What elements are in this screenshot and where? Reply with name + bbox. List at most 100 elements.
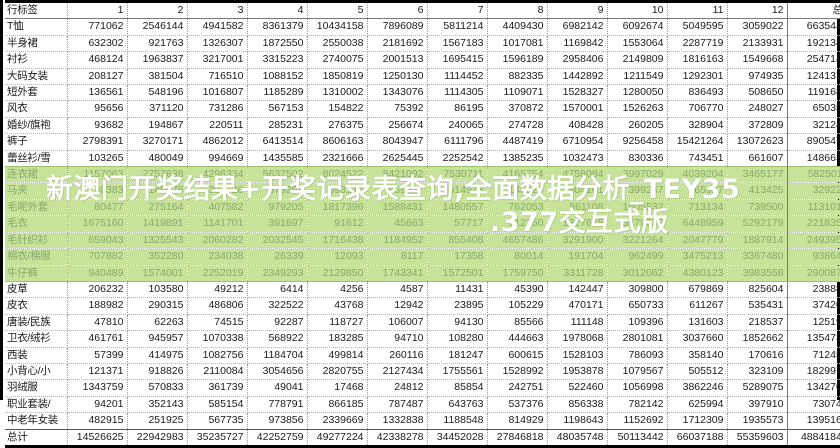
grand-total-label[interactable]: 总计 [5, 428, 68, 448]
data-cell[interactable]: 3311728 [547, 265, 608, 282]
data-cell[interactable]: 170616 [727, 347, 788, 364]
data-cell[interactable]: 1188548 [427, 412, 488, 430]
data-cell[interactable]: 1169842 [547, 35, 608, 53]
data-cell[interactable]: 1567183 [427, 35, 488, 53]
column-header-4[interactable]: 4 [247, 0, 308, 20]
data-cell[interactable]: 303726 [187, 182, 248, 200]
data-cell[interactable]: 994669 [187, 150, 248, 168]
data-cell[interactable]: 24812 [367, 379, 428, 397]
data-cell[interactable]: 567153 [247, 100, 308, 118]
data-cell[interactable]: 275164 [127, 199, 188, 217]
data-cell[interactable]: 600615 [487, 347, 548, 364]
data-cell[interactable]: 4758084 [547, 166, 608, 184]
data-cell[interactable]: 1852662 [727, 330, 788, 348]
column-header-12[interactable]: 12 [727, 0, 788, 20]
data-cell[interactable]: 1056998 [607, 379, 668, 397]
data-cell[interactable]: 218537 [727, 314, 788, 332]
table-row[interactable]: 衬衫 468124 1963837 3217001 3315223 2740075 2001… [5, 51, 840, 69]
data-cell[interactable]: 94130 [427, 314, 488, 332]
data-cell[interactable]: 962499 [607, 248, 668, 266]
data-cell[interactable]: 74515 [187, 314, 248, 332]
data-cell[interactable]: 1435585 [247, 150, 308, 168]
table-row[interactable]: T恤 771062 2546144 4941582 8361379 10434158 789… [5, 18, 840, 36]
row-label[interactable]: 衬衫 [5, 51, 68, 69]
data-cell[interactable]: 4487419 [487, 133, 548, 151]
data-cell[interactable]: 285231 [247, 117, 308, 135]
row-total-cell[interactable]: 2388822 [786, 281, 840, 299]
data-cell[interactable]: 632302 [67, 35, 128, 53]
data-cell[interactable]: 2625445 [367, 150, 428, 168]
data-cell[interactable]: 80477 [67, 199, 128, 217]
data-cell[interactable]: 3221264 [607, 232, 668, 250]
data-cell[interactable]: 2798391 [67, 133, 128, 151]
data-cell[interactable]: 1850819 [307, 68, 368, 86]
data-cell[interactable]: 220511 [187, 117, 248, 135]
row-total-cell[interactable]: 12413706 [786, 68, 840, 86]
row-label[interactable]: 裤子 [5, 133, 68, 151]
row-label[interactable]: 蕾丝衫/雪 [5, 150, 68, 168]
data-cell[interactable]: 1079567 [607, 363, 668, 381]
row-label[interactable]: 半身裙 [5, 35, 68, 53]
data-cell[interactable]: 1157063 [67, 166, 128, 184]
data-cell[interactable]: 43768 [307, 297, 368, 315]
data-cell[interactable]: 444663 [487, 330, 548, 348]
data-cell[interactable]: 1528327 [547, 84, 608, 102]
data-cell[interactable]: 407582 [187, 199, 248, 217]
grand-total-cell[interactable]: 55359603 [727, 428, 788, 448]
data-cell[interactable]: 1292301 [667, 68, 728, 86]
column-header-10[interactable]: 10 [607, 0, 668, 20]
data-cell[interactable]: 17358 [427, 248, 488, 266]
data-cell[interactable]: 1419891 [127, 215, 188, 233]
table-row[interactable]: 小背心/小 121371 918826 2110084 3054656 2820755 21… [5, 363, 840, 381]
data-cell[interactable]: 191704 [547, 248, 608, 266]
data-cell[interactable]: 679869 [667, 281, 728, 299]
data-cell[interactable]: 260116 [367, 347, 428, 364]
data-cell[interactable]: 4039204 [667, 166, 728, 184]
table-row[interactable]: 蕾丝衫/雪 103265 480049 994669 1435585 2321666 262… [5, 150, 840, 168]
data-cell[interactable]: 1574001 [127, 265, 188, 282]
data-cell[interactable]: 1109071 [487, 84, 548, 102]
data-cell[interactable]: 2757638 [127, 166, 188, 184]
data-cell[interactable]: 6448959 [667, 215, 728, 233]
grand-total-cell[interactable]: 22942983 [127, 428, 188, 448]
data-cell[interactable]: 461761 [67, 330, 128, 348]
data-cell[interactable]: 5637502 [247, 166, 308, 184]
data-cell[interactable]: 585154 [187, 396, 248, 414]
data-cell[interactable]: 2252019 [187, 265, 248, 282]
data-cell[interactable]: 109396 [607, 314, 668, 332]
data-cell[interactable]: 108280 [427, 330, 488, 348]
row-label[interactable]: 职业套装/ [5, 396, 68, 414]
data-cell[interactable]: 4587 [367, 281, 428, 299]
data-cell[interactable]: 413425 [727, 182, 788, 200]
data-cell[interactable]: 62263 [127, 314, 188, 332]
data-cell[interactable]: 11431 [427, 281, 488, 299]
data-cell[interactable]: 312250 [487, 215, 548, 233]
table-row[interactable]: 半身裙 632302 921763 1326307 1872550 2550038 2181… [5, 35, 840, 53]
data-cell[interactable]: 568922 [247, 330, 308, 348]
data-cell[interactable]: 2133931 [727, 35, 788, 53]
data-cell[interactable]: 3037660 [667, 330, 728, 348]
data-cell[interactable]: 5811214 [427, 18, 488, 36]
data-cell[interactable]: 713134 [667, 199, 728, 217]
row-total-cell[interactable]: 13547387 [786, 330, 840, 348]
data-cell[interactable]: 4380123 [667, 265, 728, 282]
data-cell[interactable]: 559927 [367, 182, 428, 200]
data-cell[interactable]: 3862246 [667, 379, 728, 397]
data-cell[interactable]: 706770 [667, 100, 728, 118]
data-cell[interactable]: 194867 [127, 117, 188, 135]
data-cell[interactable]: 1442892 [547, 68, 608, 86]
grand-total-cell[interactable]: 34452028 [427, 428, 488, 448]
data-cell[interactable]: 248027 [727, 100, 788, 118]
row-label[interactable]: 马夹 [5, 182, 68, 200]
data-cell[interactable]: 49212 [187, 281, 248, 299]
data-cell[interactable]: 2129850 [307, 265, 368, 282]
data-cell[interactable]: 973856 [247, 412, 308, 430]
data-cell[interactable]: 9256458 [607, 133, 668, 151]
data-cell[interactable]: 468124 [67, 51, 128, 69]
data-cell[interactable]: 2149809 [607, 51, 668, 69]
data-cell[interactable]: 1185289 [247, 84, 308, 102]
data-cell[interactable]: 650733 [607, 297, 668, 315]
data-cell[interactable]: 94710 [367, 330, 428, 348]
data-cell[interactable]: 1553064 [607, 35, 668, 53]
table-row[interactable]: 西装 57399 414975 1082756 1184704 499814 260116 1… [5, 347, 840, 364]
